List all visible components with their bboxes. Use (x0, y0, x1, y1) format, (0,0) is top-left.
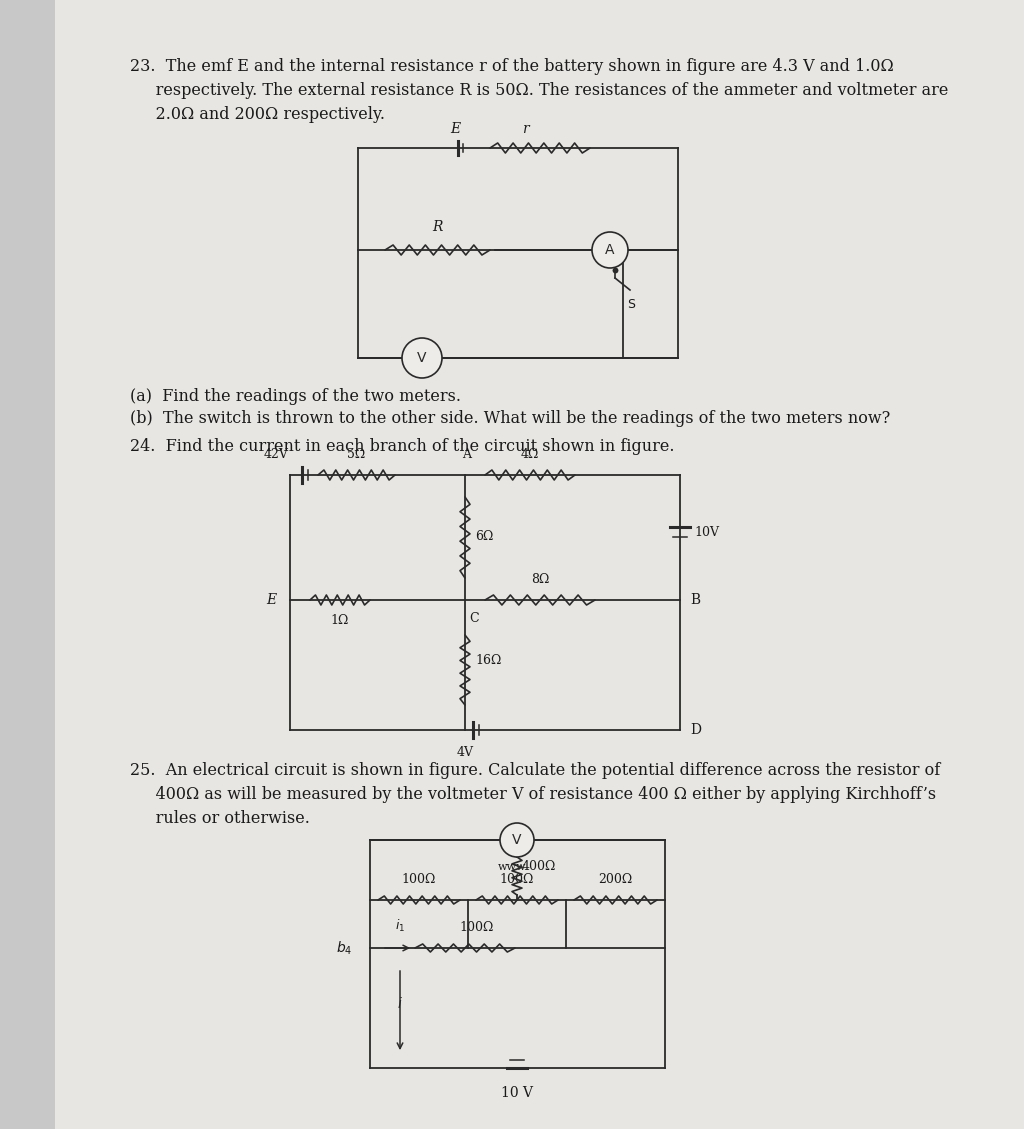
Circle shape (500, 823, 534, 857)
Text: 24.  Find the current in each branch of the circuit shown in figure.: 24. Find the current in each branch of t… (130, 438, 675, 455)
Text: 16Ω: 16Ω (475, 654, 502, 666)
Text: 1Ω: 1Ω (331, 614, 349, 627)
Circle shape (592, 231, 628, 268)
Text: 25.  An electrical circuit is shown in figure. Calculate the potential differenc: 25. An electrical circuit is shown in fi… (130, 762, 940, 779)
Text: (a)  Find the readings of the two meters.: (a) Find the readings of the two meters. (130, 388, 461, 405)
Text: 200Ω: 200Ω (598, 873, 632, 886)
Text: respectively. The external resistance R is 50Ω. The resistances of the ammeter a: respectively. The external resistance R … (130, 82, 948, 99)
Text: (b)  The switch is thrown to the other side. What will be the readings of the tw: (b) The switch is thrown to the other si… (130, 410, 890, 427)
Circle shape (402, 338, 442, 378)
Text: 23.  The emf E and the internal resistance r of the battery shown in figure are : 23. The emf E and the internal resistanc… (130, 58, 894, 75)
Text: $i$: $i$ (397, 996, 402, 1010)
Text: R: R (432, 220, 442, 234)
Text: r: r (521, 122, 528, 135)
Text: 2.0Ω and 200Ω respectively.: 2.0Ω and 200Ω respectively. (130, 106, 385, 123)
Text: $i_1$: $i_1$ (395, 918, 406, 934)
Text: 42V: 42V (263, 448, 288, 461)
Text: 100Ω: 100Ω (401, 873, 436, 886)
Text: 4V: 4V (457, 746, 473, 759)
Text: B: B (690, 593, 700, 607)
Text: V: V (512, 833, 522, 847)
Text: $b_4$: $b_4$ (336, 939, 352, 956)
Text: V: V (417, 351, 427, 365)
Text: 6Ω: 6Ω (475, 531, 494, 543)
Text: 100Ω: 100Ω (460, 921, 495, 934)
Text: 8Ω: 8Ω (530, 574, 549, 586)
FancyBboxPatch shape (55, 0, 1024, 1129)
Text: www: www (498, 863, 526, 872)
Text: 100Ω: 100Ω (500, 873, 535, 886)
Text: 400Ω as will be measured by the voltmeter V of resistance 400 Ω either by applyi: 400Ω as will be measured by the voltmete… (130, 786, 936, 803)
Text: E: E (266, 593, 276, 607)
Text: C: C (469, 612, 478, 625)
Text: rules or otherwise.: rules or otherwise. (130, 809, 310, 828)
Text: 4Ω: 4Ω (521, 448, 540, 461)
Text: 10V: 10V (694, 525, 719, 539)
Text: E: E (450, 122, 460, 135)
Text: S: S (627, 298, 635, 310)
Text: D: D (690, 723, 701, 737)
Text: 5Ω: 5Ω (347, 448, 366, 461)
Text: 400Ω: 400Ω (522, 860, 556, 873)
Text: 10 V: 10 V (501, 1086, 534, 1100)
Text: A: A (463, 448, 471, 461)
Text: A: A (605, 243, 614, 257)
